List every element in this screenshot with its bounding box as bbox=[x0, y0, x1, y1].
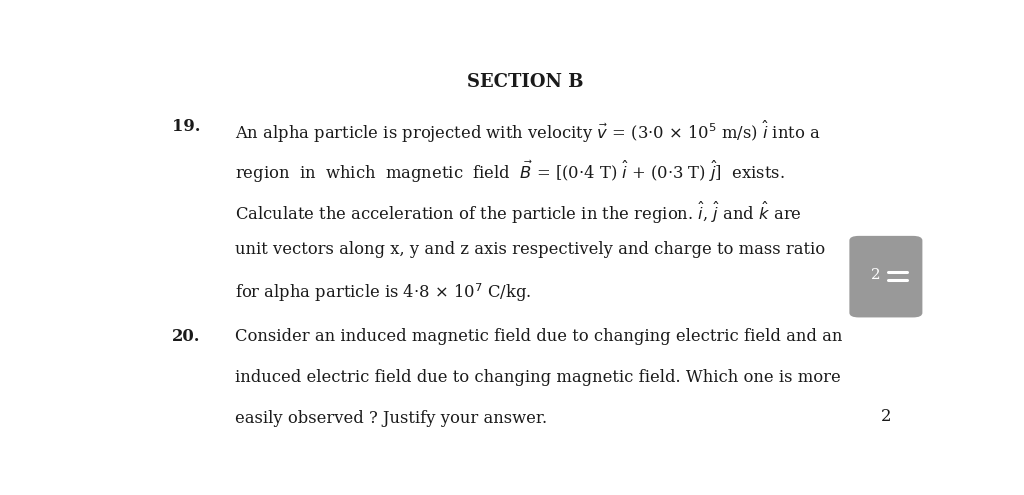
Text: SECTION B: SECTION B bbox=[467, 73, 583, 91]
Text: Calculate the acceleration of the particle in the region. $\hat{i}$, $\hat{j}$ a: Calculate the acceleration of the partic… bbox=[236, 200, 802, 226]
Text: region  in  which  magnetic  field  $\vec{B}$ = [(0$\cdot$4 T) $\hat{i}$ + (0$\c: region in which magnetic field $\vec{B}$… bbox=[236, 159, 785, 185]
Text: Consider an induced magnetic field due to changing electric field and an: Consider an induced magnetic field due t… bbox=[236, 328, 843, 345]
Text: 20.: 20. bbox=[172, 328, 200, 345]
Text: induced electric field due to changing magnetic field. Which one is more: induced electric field due to changing m… bbox=[236, 369, 841, 386]
Text: easily observed ? Justify your answer.: easily observed ? Justify your answer. bbox=[236, 410, 547, 427]
Text: for alpha particle is 4$\cdot$8 $\times$ 10$^7$ C/kg.: for alpha particle is 4$\cdot$8 $\times$… bbox=[236, 282, 531, 304]
Text: 19.: 19. bbox=[172, 118, 200, 136]
Text: 2: 2 bbox=[870, 268, 881, 282]
FancyBboxPatch shape bbox=[849, 236, 923, 317]
Text: unit vectors along x, y and z axis respectively and charge to mass ratio: unit vectors along x, y and z axis respe… bbox=[236, 241, 825, 258]
Text: 2: 2 bbox=[881, 408, 891, 425]
Text: An alpha particle is projected with velocity $\vec{v}$ = (3$\cdot$0 $\times$ 10$: An alpha particle is projected with velo… bbox=[236, 118, 821, 145]
